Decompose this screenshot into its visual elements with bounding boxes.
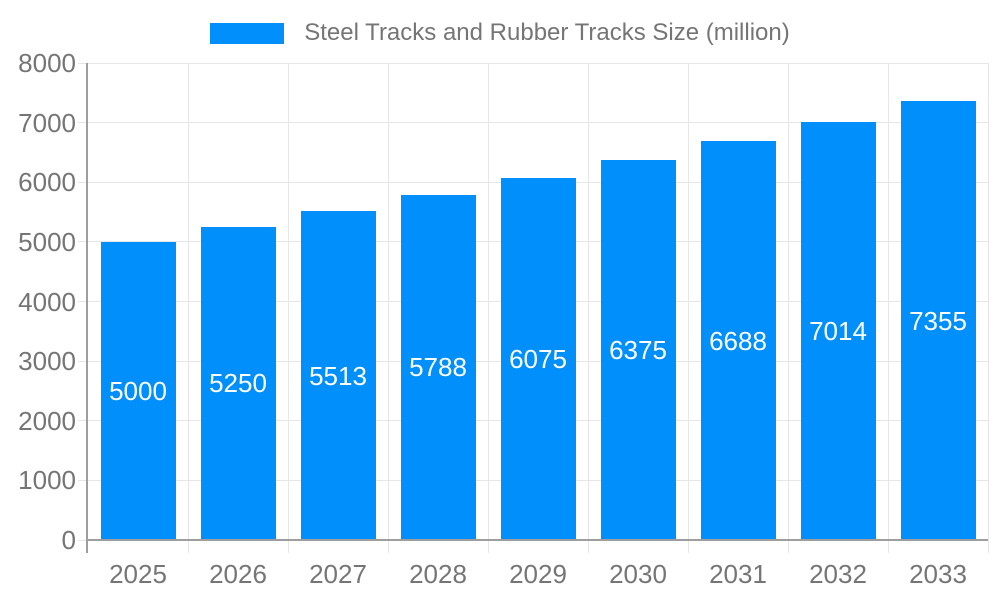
x-axis-tick [187,540,189,553]
gridline-horizontal [88,62,988,64]
y-axis-tick [78,122,88,124]
x-axis-tick-label: 2026 [209,559,267,589]
y-axis-tick-label: 5000 [18,226,76,257]
x-axis-tick [587,540,589,553]
x-axis-tick-label: 2028 [409,559,467,589]
y-axis-tick [78,420,88,422]
bar-value-label: 6375 [609,334,667,365]
x-axis-tick-label: 2031 [709,559,767,589]
y-axis-tick-label: 3000 [18,346,76,377]
gridline-vertical [987,63,989,540]
y-axis-line [86,63,88,553]
y-axis-tick-label: 0 [61,525,76,555]
bar-value-label: 5000 [109,375,167,406]
bar-value-label: 5250 [209,368,267,399]
gridline-vertical [587,63,589,540]
y-axis-tick [78,539,88,541]
x-axis-tick [687,540,689,553]
y-axis-tick-label: 2000 [18,405,76,436]
gridline-vertical [487,63,489,540]
bar-value-label: 7014 [809,315,867,346]
x-axis-tick [987,540,989,553]
x-axis-tick-label: 2033 [909,559,967,589]
bar[interactable]: 6075 [500,177,576,540]
x-axis-tick [787,540,789,553]
x-axis-tick-label: 2027 [309,559,367,589]
bar[interactable]: 6688 [700,141,776,540]
gridline-vertical [187,63,189,540]
x-axis-line [88,539,988,541]
legend-label: Steel Tracks and Rubber Tracks Size (mil… [304,19,790,46]
x-axis-tick [887,540,889,553]
y-axis-tick [78,301,88,302]
y-axis-tick [78,241,88,243]
x-axis-tick [487,540,489,553]
gridline-horizontal [88,122,988,124]
bar[interactable]: 5513 [300,211,376,540]
bar[interactable]: 6375 [600,159,676,540]
gridline-vertical [787,63,789,540]
bar-value-label: 7355 [909,305,967,336]
y-axis-tick-label: 4000 [18,286,76,317]
y-axis-tick [78,62,88,64]
x-axis-tick-label: 2029 [509,559,567,589]
x-axis-tick [387,540,389,553]
x-axis-tick-label: 2030 [609,559,667,589]
bar-value-label: 5788 [409,352,467,383]
gridline-vertical [387,63,389,540]
legend-swatch [210,22,285,44]
bar-value-label: 5513 [309,360,367,391]
gridline-vertical [887,63,889,540]
x-axis-tick [287,540,289,553]
bar[interactable]: 7355 [900,101,976,540]
bar-value-label: 6075 [509,343,567,374]
gridline-vertical [287,63,289,540]
bar[interactable]: 7014 [800,121,876,540]
gridline-vertical [687,63,689,540]
y-axis-tick-label: 1000 [18,465,76,496]
bar[interactable]: 5250 [200,226,276,540]
y-axis-tick [78,479,88,481]
legend-item[interactable]: Steel Tracks and Rubber Tracks Size (mil… [0,20,1000,46]
y-axis-tick-label: 6000 [18,167,76,198]
y-axis-tick [78,181,88,183]
plot-area: 5000 5250 5513 5788 6075 6375 6688 7014 7355 [78,62,989,553]
bar-value-label: 6688 [709,325,767,356]
bar[interactable]: 5000 [100,241,176,540]
x-axis-tick-label: 2025 [109,559,167,589]
bar[interactable]: 5788 [400,194,476,540]
x-axis-tick-label: 2032 [809,559,867,589]
y-axis-tick-label: 7000 [18,107,76,138]
y-axis-tick-label: 8000 [18,48,76,78]
y-axis-tick [78,360,88,362]
